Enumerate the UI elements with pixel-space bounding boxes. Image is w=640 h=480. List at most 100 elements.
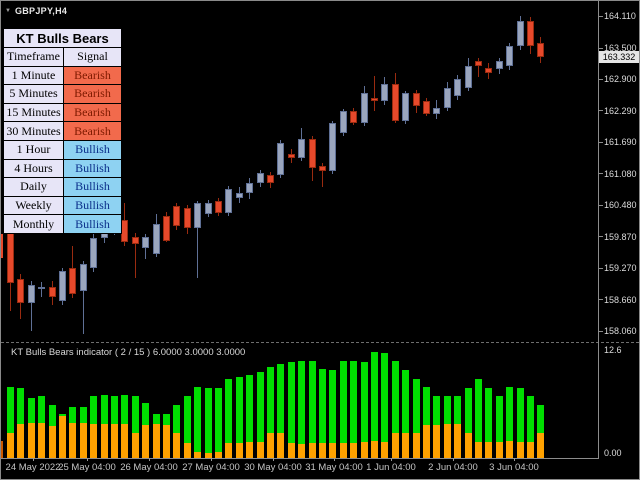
candle-bear [527,20,534,46]
scale-separator [598,1,599,459]
bears-bar [236,443,243,458]
price-tick-mark [599,141,603,143]
candle-bull [361,93,368,123]
bears-bar [121,424,128,458]
timeframe-cell: Weekly [4,196,63,215]
candle-bear [537,42,544,57]
bulls-bar [465,388,472,458]
time-tick-mark [87,458,88,461]
bears-bar [465,432,472,458]
time-tick-label: 26 May 04:00 [120,462,178,473]
time-tick-label: 31 May 04:00 [305,462,363,473]
bears-bar [371,441,378,458]
bulls-bar [381,353,388,458]
bears-bar [111,424,118,458]
column-header-timeframe: Timeframe [4,48,63,66]
time-tick-mark [334,458,335,461]
bulls-bar [298,361,305,458]
bears-bar [288,443,295,458]
bulls-bar [132,396,139,458]
signal-cell: Bearish [64,66,121,85]
signal-cell: Bullish [64,140,121,159]
bulls-bar [288,362,295,458]
bears-bar [142,424,149,458]
signal-cell: Bullish [64,215,121,233]
candle-bear [7,230,14,284]
candle-bull [257,172,264,184]
candle-bear [423,101,430,115]
bears-bar [80,423,87,458]
bulls-bar [413,379,420,458]
bears-bar [309,443,316,458]
bears-bar [537,432,544,458]
time-tick-mark [514,458,515,461]
bears-bar [194,451,201,458]
bears-bar [350,443,357,458]
time-tick-mark [273,458,274,461]
table-row: 1 Minute Bearish [4,66,121,85]
price-tick-mark [599,299,603,301]
table-row: 4 Hours Bullish [4,159,121,178]
table-header-row: Timeframe Signal [4,48,121,66]
candle-bear [69,268,76,294]
timeframe-cell: 5 Minutes [4,85,63,103]
bulls-bar [309,361,316,458]
candle-wick-bear [322,163,323,187]
bears-bar [392,432,399,458]
indicator-pane[interactable]: KT Bulls Bears indicator ( 2 / 15 ) 6.00… [1,343,598,458]
candle-bull [496,61,503,69]
bears-bar [173,432,180,458]
price-tick-label: 162.290 [604,105,637,116]
bears-bar [319,443,326,458]
price-tick-mark [599,78,603,80]
time-tick-mark [453,458,454,461]
bears-bar [381,442,388,458]
bears-bar [267,432,274,458]
candle-bull [225,189,232,213]
timeframe-cell: 15 Minutes [4,103,63,122]
time-tick-label: 2 Jun 04:00 [428,462,478,473]
bulls-bar [517,388,524,458]
bulls-bar [267,367,274,458]
candle-wick-bull [83,261,84,335]
bears-bar [184,443,191,458]
symbol-period-label: ▼ GBPJPY,H4 [5,6,67,16]
candle-bull [517,20,524,46]
time-tick-label: 1 Jun 04:00 [366,462,416,473]
price-tick-mark [599,47,603,49]
price-tick-label: 161.690 [604,137,637,148]
bulls-bar [496,396,503,458]
candle-bear [309,139,316,169]
pane-separator[interactable] [1,342,639,343]
bears-bar [59,416,66,458]
kt-bulls-bears-panel[interactable]: KT Bulls Bears Timeframe Signal 1 Minute… [3,28,122,234]
price-chart-pane[interactable]: ▼ GBPJPY,H4 KT Bulls Bears Timeframe Sig… [1,1,598,342]
candle-bear [173,206,180,226]
column-header-signal: Signal [64,48,121,66]
candle-bear [350,110,357,123]
time-tick-label: 25 May 04:00 [58,462,116,473]
bulls-bar [7,387,14,458]
signal-cell: Bullish [64,159,121,178]
candle-bear [485,67,492,73]
bears-bar [444,424,451,458]
bears-bar [423,424,430,458]
bulls-bar [506,387,513,458]
candle-wick-bull [197,200,198,278]
candle-bull [205,203,212,214]
bears-bar [69,423,76,458]
price-scale[interactable]: 163.332 12.6 0.00 164.110 163.500 162.900 1… [599,1,639,458]
time-scale[interactable]: 24 May 2022 25 May 04:00 26 May 04:00 27 Ma… [1,458,639,479]
timeframe-cell: Daily [4,178,63,196]
candle-bull [28,285,35,303]
bears-bar [257,442,264,458]
bears-bar [17,424,24,458]
price-tick-label: 162.900 [604,74,637,85]
candle-bull [80,263,87,291]
bears-bar [340,443,347,458]
candle-bull [402,93,409,121]
candle-wick-bear [374,76,375,111]
candle-bull [59,271,66,301]
candle-bear [413,93,420,106]
